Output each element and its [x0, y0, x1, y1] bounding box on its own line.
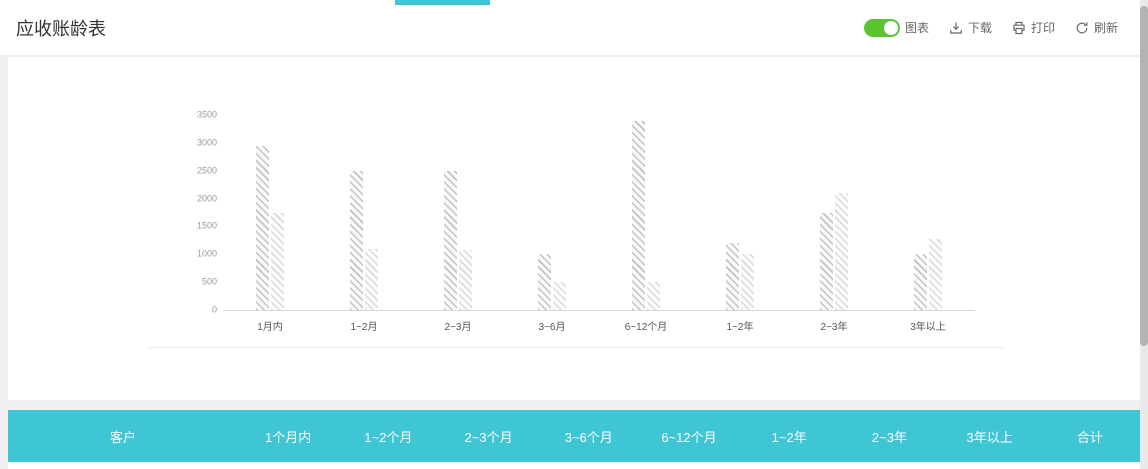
bar-series2-6~12个月	[647, 282, 660, 310]
x-axis-category-label: 1~2年	[726, 322, 754, 333]
chart-divider-line	[148, 347, 1003, 348]
bar-series1-3~6月	[538, 254, 551, 310]
x-axis-category-label: 3~6月	[538, 322, 566, 333]
download-icon	[950, 22, 962, 34]
bar-series2-1~2月	[365, 248, 378, 310]
bar-series1-3年以上	[914, 254, 927, 310]
print-button[interactable]: 打印	[1012, 19, 1055, 36]
bar-series2-3年以上	[929, 239, 942, 310]
bar-group	[411, 115, 505, 310]
table-header-cell-9: 合计	[1076, 429, 1103, 445]
table-header-cell-6: 1~2年	[771, 429, 807, 445]
scrollbar-thumb[interactable]	[1140, 6, 1148, 346]
y-axis-tick-label: 1500	[196, 220, 217, 231]
y-axis-tick-label: 2500	[196, 165, 217, 176]
table-header-cell-3: 2~3个月	[464, 429, 513, 445]
scrollbar[interactable]	[1140, 0, 1148, 469]
refresh-button[interactable]: 刷新	[1075, 19, 1118, 36]
table-header-cell-8: 3年以上	[966, 429, 1013, 445]
y-axis-tick-label: 3500	[196, 109, 217, 120]
download-button[interactable]: 下载	[949, 19, 992, 36]
table-header-cell-7: 2~3年	[871, 429, 907, 445]
bar-series1-1~2月	[350, 170, 363, 310]
y-axis-tick-label: 3000	[196, 137, 217, 148]
x-axis-category-label: 2~3月	[444, 322, 472, 333]
bar-series2-2~3月	[459, 249, 472, 310]
x-axis-category-label: 1~2月	[350, 322, 378, 333]
top-accent-strip	[395, 0, 490, 5]
chart-toggle-label: 图表	[904, 21, 929, 35]
table-header-cell-0: 客户	[109, 429, 136, 445]
refresh-label: 刷新	[1093, 21, 1118, 35]
table-header-cell-1: 1个月内	[264, 429, 312, 445]
chart-panel: 0 500 1000 1500 2000 2500 3000 3500 1月内 1~2月 2~3月 3…	[8, 57, 1140, 400]
table-header-row: 客户 1个月内 1~2个月 2~3个月 3~6个月 6~12个月 1~2年 2~3年 3年以上 合…	[8, 410, 1140, 462]
page-header: 应收账龄表 图表 下载 打印	[0, 0, 1140, 55]
x-axis-category-label: 3年以上	[910, 322, 946, 333]
bar-series2-2~3年	[835, 193, 848, 310]
bar-series1-1~2年	[726, 243, 739, 310]
bar-group	[599, 115, 693, 310]
x-axis-category-label: 1月内	[257, 322, 283, 333]
table-body	[8, 462, 1140, 469]
header-controls: 图表 下载 打印 刷新	[863, 18, 1118, 37]
bar-group	[881, 115, 975, 310]
print-label: 打印	[1030, 21, 1055, 35]
bar-group	[317, 115, 411, 310]
table-header-cell-2: 1~2个月	[364, 429, 413, 445]
bar-series2-1~2年	[741, 254, 754, 310]
bar-group	[787, 115, 881, 310]
table-header-cell-5: 6~12个月	[661, 429, 717, 445]
page-title: 应收账龄表	[16, 18, 106, 39]
table-header-cell-4: 3~6个月	[564, 429, 613, 445]
y-axis-tick-label: 500	[201, 276, 217, 287]
y-axis-tick-label: 0	[211, 304, 217, 315]
x-axis-category-label: 6~12个月	[624, 322, 668, 333]
bar-series1-2~3年	[820, 212, 833, 310]
bar-series2-3~6月	[553, 282, 566, 310]
chart-plot: 0 500 1000 1500 2000 2500 3000 3500 1月内 1~2月 2~3月 3…	[197, 110, 975, 333]
bar-group	[223, 115, 317, 310]
download-label: 下载	[967, 21, 992, 35]
toggle-knob-icon	[883, 20, 898, 35]
y-axis-tick-label: 1000	[196, 248, 217, 259]
bar-series2-1月内	[271, 212, 284, 310]
bar-series1-6~12个月	[632, 120, 645, 310]
bar-series1-2~3月	[444, 170, 457, 310]
y-axis-tick-label: 2000	[196, 193, 217, 204]
chart-toggle-group[interactable]: 图表	[863, 18, 929, 37]
x-axis-category-label: 2~3年	[820, 322, 848, 333]
bar-group	[505, 115, 599, 310]
print-icon	[1013, 21, 1025, 34]
refresh-icon	[1076, 21, 1088, 33]
bar-series1-1月内	[256, 145, 269, 310]
bar-group	[693, 115, 787, 310]
chart-toggle-switch[interactable]	[863, 18, 900, 37]
